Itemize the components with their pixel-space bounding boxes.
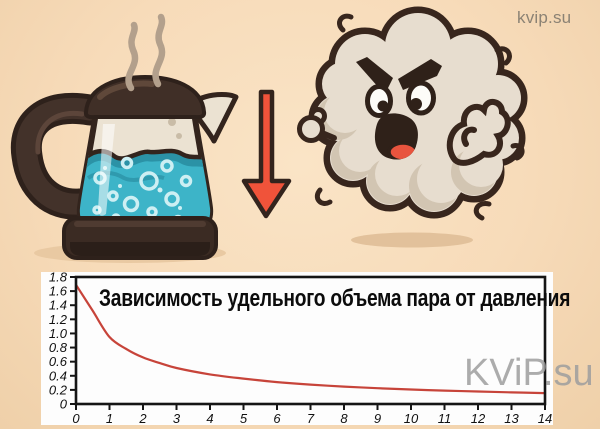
down-arrow-icon	[241, 89, 292, 219]
eye-left	[365, 84, 393, 118]
x-tick-label: 11	[438, 411, 452, 425]
x-tick-label: 10	[404, 411, 419, 425]
angry-eyebrow-left	[356, 57, 393, 90]
cloud-fist-left	[297, 107, 337, 143]
x-tick-label: 12	[471, 411, 486, 425]
x-tick-label: 1	[106, 411, 113, 425]
chart-title: Зависимость удельного объема пара от дав…	[99, 285, 571, 312]
x-tick-label: 14	[538, 411, 552, 425]
y-tick-label: 1.6	[49, 284, 68, 299]
x-tick-label: 2	[138, 411, 147, 425]
y-tick-label: 1.8	[49, 272, 68, 285]
site-watermark-top: kvip.su	[517, 8, 572, 27]
x-tick-label: 9	[374, 411, 381, 425]
pressure-volume-chart: 0 1 2 3 4 5 6 7 8 9 10 11 12 13 14 0 0.2 0.4 0.6 0.8 1.0 1.2 1…	[41, 270, 570, 427]
x-tick-label: 8	[340, 411, 348, 425]
steam-wisps	[125, 13, 166, 92]
pupil-right	[410, 98, 422, 110]
kettle-handle	[15, 97, 101, 215]
steam-cloud-illustration	[297, 6, 528, 221]
site-watermark-chart: KViP.su	[464, 352, 594, 394]
kettle-illustration	[10, 13, 239, 260]
kettle-handle-highlight	[35, 110, 85, 155]
motion-squiggles	[314, 13, 525, 221]
pupil-left	[377, 100, 389, 112]
kettle-base	[62, 216, 218, 260]
y-tick-label: 0.8	[49, 340, 68, 355]
cloud-fist-right	[446, 99, 511, 166]
y-tick-label: 0.2	[49, 382, 68, 397]
x-tick-label: 4	[206, 411, 213, 425]
condensation-dot	[176, 133, 182, 139]
steam-volume-curve	[75, 284, 546, 395]
angry-eyebrow-right	[398, 59, 442, 90]
x-tick-label: 6	[273, 411, 281, 425]
condensation-dot	[168, 118, 176, 126]
x-tick-label: 13	[504, 411, 519, 425]
y-tick-label: 1.0	[49, 326, 68, 341]
y-tick-label: 0.4	[49, 368, 67, 383]
x-tick-label: 0	[72, 411, 80, 425]
illustration-scene	[10, 6, 528, 263]
kettle-lid	[83, 75, 207, 120]
glass-highlight	[98, 124, 115, 216]
cloud-shadow	[351, 232, 473, 248]
x-tick-label: 7	[307, 411, 315, 425]
y-tick-label: 1.2	[49, 312, 68, 327]
x-tick-label: 3	[173, 411, 181, 425]
y-tick-label: 0	[60, 397, 68, 412]
y-tick-label: 1.4	[49, 298, 67, 313]
y-tick-label: 0.6	[49, 354, 68, 369]
chart-plot: 0 1 2 3 4 5 6 7 8 9 10 11 12 13 1400.20.40.60.81.01.21…	[49, 270, 552, 427]
x-tick-label: 5	[240, 411, 248, 425]
cloud-shading	[316, 91, 503, 211]
